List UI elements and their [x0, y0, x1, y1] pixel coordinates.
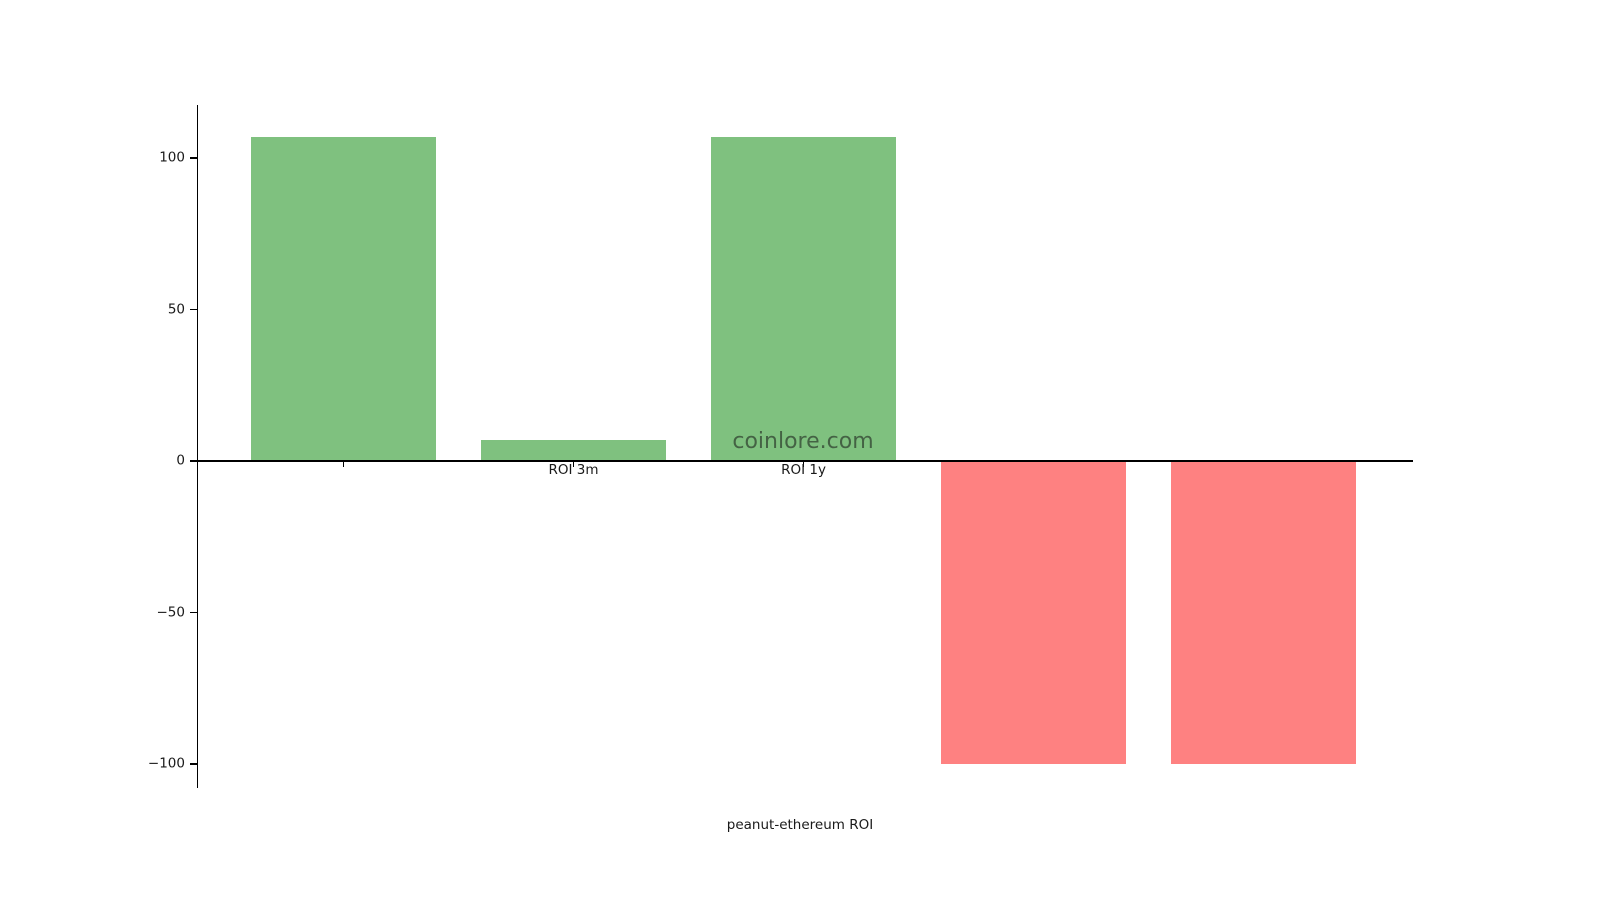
- x-tick-mark: [572, 461, 575, 467]
- y-tick-label: 100: [159, 149, 185, 166]
- x-tick-label: ROI 3m: [548, 462, 599, 478]
- bar-unlabeled-0: [251, 136, 436, 461]
- watermark-text: coinlore.com: [732, 429, 874, 454]
- bar-unlabeled-3: [941, 461, 1126, 764]
- x-axis-line: [196, 460, 1413, 462]
- x-tick-label: ROI 1y: [781, 462, 826, 478]
- bar-unlabeled-4: [1171, 461, 1356, 764]
- y-axis-spine: [196, 105, 198, 788]
- y-tick-mark: [189, 611, 197, 614]
- x-tick-mark: [342, 461, 345, 467]
- chart-title: peanut-ethereum ROI: [726, 817, 874, 833]
- y-tick-mark: [189, 157, 197, 159]
- x-tick-mark: [802, 461, 805, 467]
- bar-roi-3m: [481, 439, 666, 461]
- y-tick-mark: [189, 763, 197, 765]
- y-tick-label: −100: [147, 755, 185, 772]
- y-tick-label: −50: [156, 603, 186, 620]
- y-tick-label: 50: [167, 300, 185, 317]
- y-tick-mark: [189, 460, 197, 462]
- y-tick-mark: [189, 308, 197, 311]
- y-tick-label: 0: [176, 452, 185, 469]
- bar-roi-1y: [711, 136, 896, 461]
